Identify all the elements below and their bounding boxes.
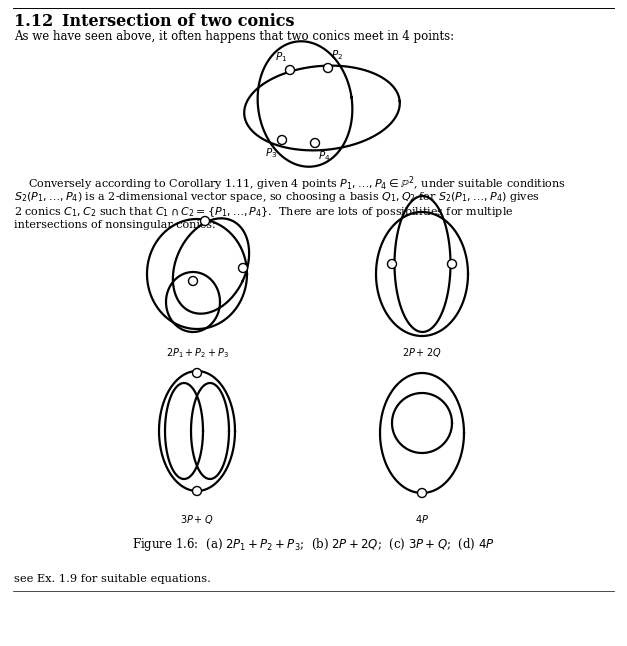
Text: see Ex. 1.9 for suitable equations.: see Ex. 1.9 for suitable equations. [14, 574, 211, 584]
Circle shape [285, 65, 295, 74]
Circle shape [324, 63, 332, 72]
Circle shape [310, 138, 320, 147]
Text: $P_3$: $P_3$ [265, 146, 277, 160]
Circle shape [238, 264, 248, 273]
Text: As we have seen above, it often happens that two conics meet in 4 points:: As we have seen above, it often happens … [14, 30, 454, 43]
Text: $4P$: $4P$ [415, 513, 429, 525]
Circle shape [448, 260, 456, 269]
Text: $3P+Q$: $3P+Q$ [181, 513, 214, 526]
Text: $2P+2Q$: $2P+2Q$ [403, 346, 442, 359]
Text: Conversely according to Corollary 1.11, given 4 points $P_1,\ldots, P_4 \in \mat: Conversely according to Corollary 1.11, … [14, 174, 566, 193]
Circle shape [189, 276, 198, 286]
Circle shape [278, 136, 287, 145]
Text: $S_2(P_1,\ldots,P_4)$ is a 2-dimensional vector space, so choosing a basis $Q_1,: $S_2(P_1,\ldots,P_4)$ is a 2-dimensional… [14, 189, 540, 203]
Circle shape [192, 368, 201, 377]
Text: $P_1$: $P_1$ [275, 50, 287, 64]
Text: intersections of nonsingular conics:: intersections of nonsingular conics: [14, 220, 216, 231]
Text: 1.12: 1.12 [14, 13, 53, 30]
Text: Figure 1.6:  (a) $2P_1 + P_2 + P_3$;  (b) $2P + 2Q$;  (c) $3P + Q$;  (d) $4P$: Figure 1.6: (a) $2P_1 + P_2 + P_3$; (b) … [132, 536, 495, 553]
Text: $P_2$: $P_2$ [331, 48, 343, 62]
Circle shape [387, 260, 396, 269]
Text: $2P_1+P_2+P_3$: $2P_1+P_2+P_3$ [166, 346, 228, 360]
Text: Intersection of two conics: Intersection of two conics [62, 13, 295, 30]
Text: $P_4$: $P_4$ [318, 149, 330, 163]
Circle shape [418, 488, 426, 497]
Circle shape [192, 486, 201, 495]
Text: 2 conics $C_1, C_2$ such that $C_1 \cap C_2 = \{P_1,\ldots,P_4\}$.  There are lo: 2 conics $C_1, C_2$ such that $C_1 \cap … [14, 205, 514, 219]
Circle shape [201, 216, 209, 225]
